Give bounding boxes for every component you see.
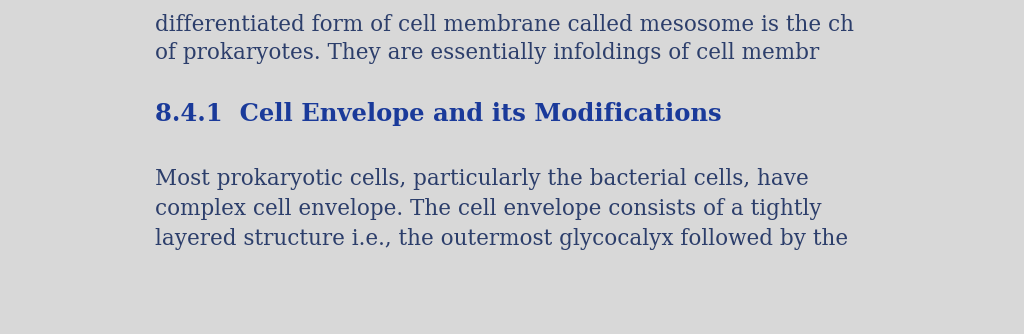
Text: 8.4.1  Cell Envelope and its Modifications: 8.4.1 Cell Envelope and its Modification…: [155, 102, 722, 126]
Text: Most prokaryotic cells, particularly the bacterial cells, have: Most prokaryotic cells, particularly the…: [155, 168, 809, 190]
Text: of prokaryotes. They are essentially infoldings of cell membr: of prokaryotes. They are essentially inf…: [155, 42, 819, 64]
Text: differentiated form of cell membrane called mesosome is the ch: differentiated form of cell membrane cal…: [155, 14, 854, 36]
Text: layered structure i.e., the outermost glycocalyx followed by the: layered structure i.e., the outermost gl…: [155, 228, 848, 250]
Text: complex cell envelope. The cell envelope consists of a tightly: complex cell envelope. The cell envelope…: [155, 198, 821, 220]
